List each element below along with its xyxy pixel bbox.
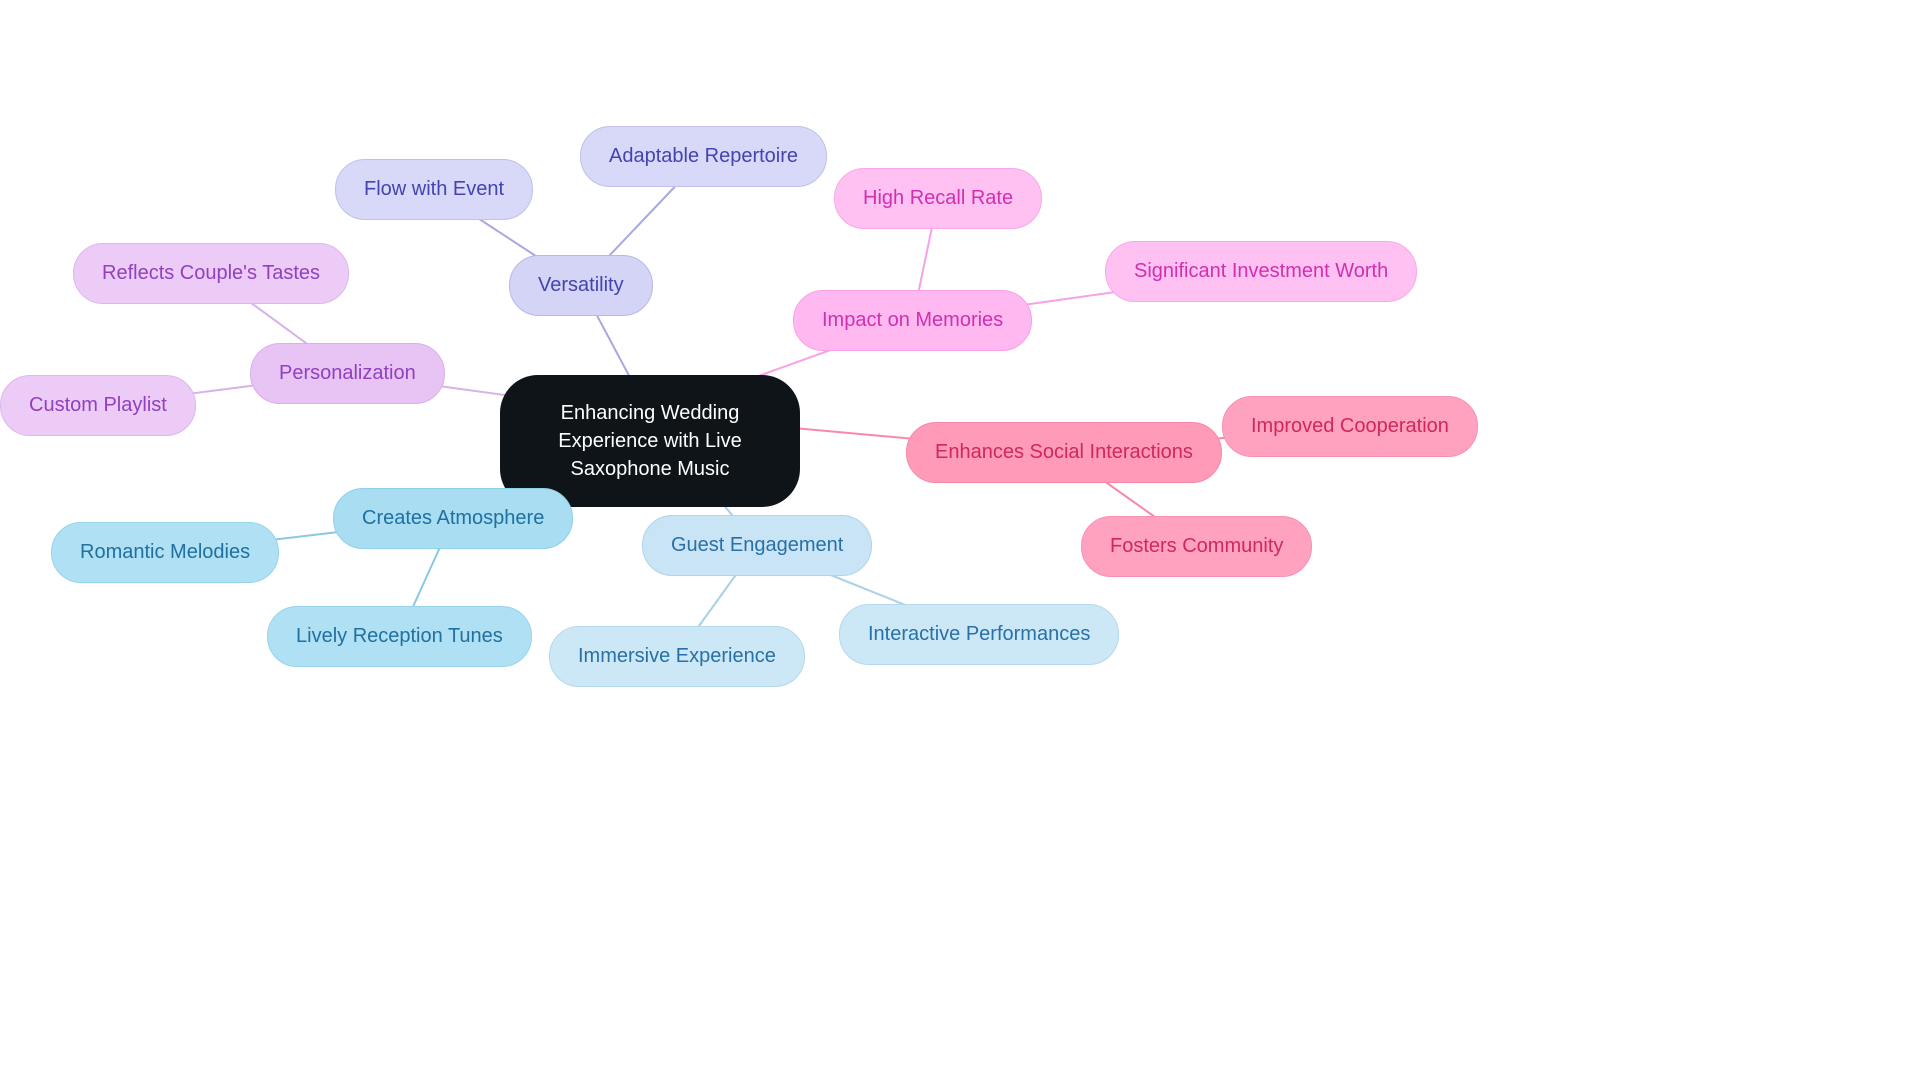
branch-versatility: Versatility bbox=[509, 255, 653, 316]
child-flow-event: Flow with Event bbox=[335, 159, 533, 220]
edges-layer bbox=[0, 0, 1920, 1083]
child-lively: Lively Reception Tunes bbox=[267, 606, 532, 667]
child-reflects: Reflects Couple's Tastes bbox=[73, 243, 349, 304]
child-community: Fosters Community bbox=[1081, 516, 1312, 577]
branch-personalization: Personalization bbox=[250, 343, 445, 404]
branch-atmosphere: Creates Atmosphere bbox=[333, 488, 573, 549]
child-adaptable: Adaptable Repertoire bbox=[580, 126, 827, 187]
branch-guest-engagement: Guest Engagement bbox=[642, 515, 872, 576]
branch-impact-memories: Impact on Memories bbox=[793, 290, 1032, 351]
child-romantic: Romantic Melodies bbox=[51, 522, 279, 583]
child-immersive: Immersive Experience bbox=[549, 626, 805, 687]
child-interactive: Interactive Performances bbox=[839, 604, 1119, 665]
child-investment: Significant Investment Worth bbox=[1105, 241, 1417, 302]
branch-social-interactions: Enhances Social Interactions bbox=[906, 422, 1222, 483]
child-playlist: Custom Playlist bbox=[0, 375, 196, 436]
child-cooperation: Improved Cooperation bbox=[1222, 396, 1478, 457]
child-high-recall: High Recall Rate bbox=[834, 168, 1042, 229]
